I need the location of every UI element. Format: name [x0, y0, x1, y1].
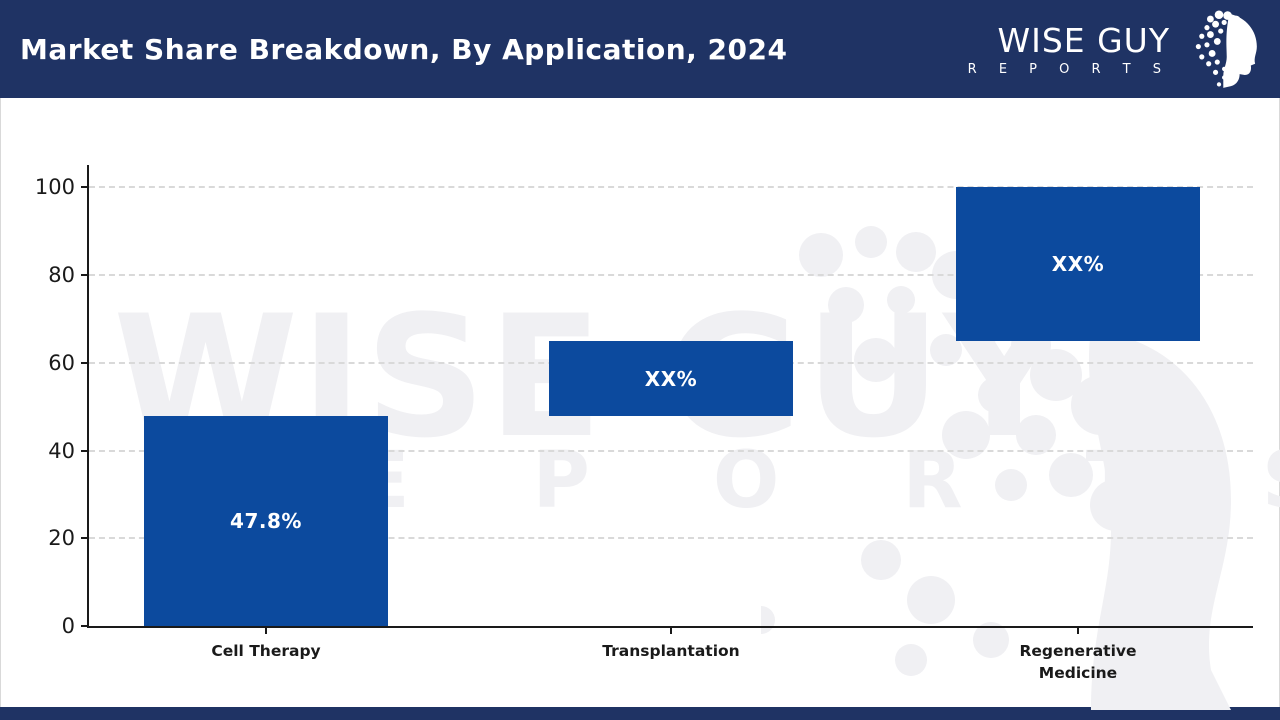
- y-tick-mark: [81, 537, 89, 540]
- y-tick-mark: [81, 361, 89, 364]
- dotted-head-logo-icon: [1195, 10, 1257, 88]
- footer-bar: [0, 707, 1280, 720]
- bar-value-label: XX%: [1051, 252, 1105, 277]
- y-tick-mark: [81, 449, 89, 452]
- y-tick-label: 20: [48, 526, 75, 551]
- chart-area: WISE GUY R E P O R T S: [0, 98, 1280, 710]
- brand-subtext: R E P O R T S: [967, 62, 1170, 77]
- gridline-100: [89, 186, 1253, 189]
- gridline-20: [89, 537, 1253, 540]
- y-tick-label: 40: [48, 438, 75, 463]
- y-tick-mark: [81, 274, 89, 277]
- x-tick-mark: [670, 626, 672, 634]
- bar-value-label: XX%: [644, 366, 698, 391]
- bar-transplantation: XX%: [549, 340, 793, 417]
- x-tick-mark: [1077, 626, 1079, 634]
- y-tick-label: 0: [61, 614, 75, 638]
- header-bar: Market Share Breakdown, By Application, …: [0, 0, 1280, 98]
- x-tick-mark: [265, 626, 267, 634]
- y-tick-label: 80: [48, 263, 75, 288]
- y-tick-mark: [81, 625, 89, 627]
- x-tick-label: Transplantation: [602, 642, 740, 660]
- brand-logo: WISE GUY R E P O R T S: [968, 8, 1262, 92]
- y-tick-label: 60: [48, 350, 75, 375]
- gridline-80: [89, 274, 1253, 277]
- brand-wordmark: WISE GUY: [997, 21, 1170, 60]
- bar-regenerative-medicine: XX%: [956, 187, 1200, 341]
- y-axis-line: [87, 165, 89, 628]
- bar-value-label: 47.8%: [230, 509, 302, 534]
- y-tick-label: 100: [34, 175, 75, 200]
- chart-title: Market Share Breakdown, By Application, …: [20, 32, 788, 66]
- x-tick-label: Cell Therapy: [211, 642, 321, 660]
- bar-cell-therapy: 47.8%: [144, 416, 388, 626]
- gridline-40: [89, 449, 1253, 452]
- brand-logo-text: WISE GUY R E P O R T S: [968, 24, 1170, 76]
- watermark-head-icon: [761, 226, 1231, 710]
- x-tick-label: Regenerative Medicine: [1019, 642, 1137, 682]
- y-tick-mark: [81, 186, 89, 189]
